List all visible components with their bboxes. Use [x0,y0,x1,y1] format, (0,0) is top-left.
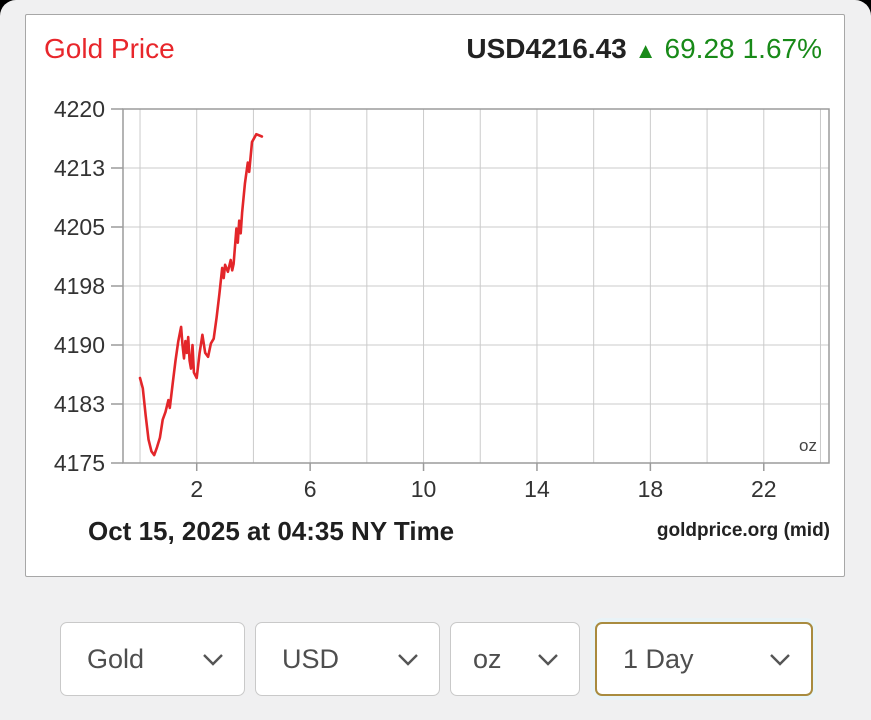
timestamp: Oct 15, 2025 at 04:35 NY Time [88,515,455,546]
chart-footer: Oct 15, 2025 at 04:35 NY Time goldprice.… [26,511,844,551]
period-select[interactable]: 1 Day [595,622,813,696]
source-label: goldprice.org (mid) [656,520,830,541]
period-select-value: 1 Day [623,643,694,674]
currency-select[interactable]: USD [255,622,440,696]
svg-text:4205: 4205 [54,214,105,240]
svg-text:18: 18 [638,476,664,502]
chart-card: Gold Price USD4216.43 ▲ 69.28 1.67% 4175… [25,14,845,577]
unit-select[interactable]: oz [450,622,580,696]
svg-text:4198: 4198 [54,273,105,299]
chevron-down-icon [203,653,223,666]
chevron-down-icon [770,653,790,666]
price-quote: USD4216.43 ▲ 69.28 1.67% [466,33,822,65]
chevron-down-icon [398,653,418,666]
gold-price-chart: 4175 4183 4190 4198 4205 4213 4220 2 6 10 14 18 22 oz [54,96,830,502]
svg-text:10: 10 [411,476,437,502]
current-price: USD4216.43 [466,33,627,64]
svg-text:oz: oz [799,436,817,455]
svg-text:4175: 4175 [54,450,105,476]
svg-text:4220: 4220 [54,96,105,122]
chevron-down-icon [538,653,558,666]
currency-select-value: USD [282,643,340,674]
svg-text:22: 22 [751,476,777,502]
svg-text:6: 6 [304,476,317,502]
metal-select[interactable]: Gold [60,622,245,696]
svg-text:4190: 4190 [54,332,105,358]
price-change-percent: 1.67% [742,33,822,64]
svg-text:14: 14 [524,476,550,502]
up-arrow-icon: ▲ [634,38,657,63]
chart-title: Gold Price [44,33,175,64]
metal-select-value: Gold [87,643,145,674]
svg-text:2: 2 [190,476,203,502]
controls-bar: Gold USD oz 1 Day [60,622,813,696]
svg-text:4213: 4213 [54,155,105,181]
svg-text:4183: 4183 [54,391,105,417]
price-change: 69.28 [664,33,735,64]
unit-select-value: oz [473,643,502,674]
chart-header: Gold Price USD4216.43 ▲ 69.28 1.67% [26,15,844,81]
